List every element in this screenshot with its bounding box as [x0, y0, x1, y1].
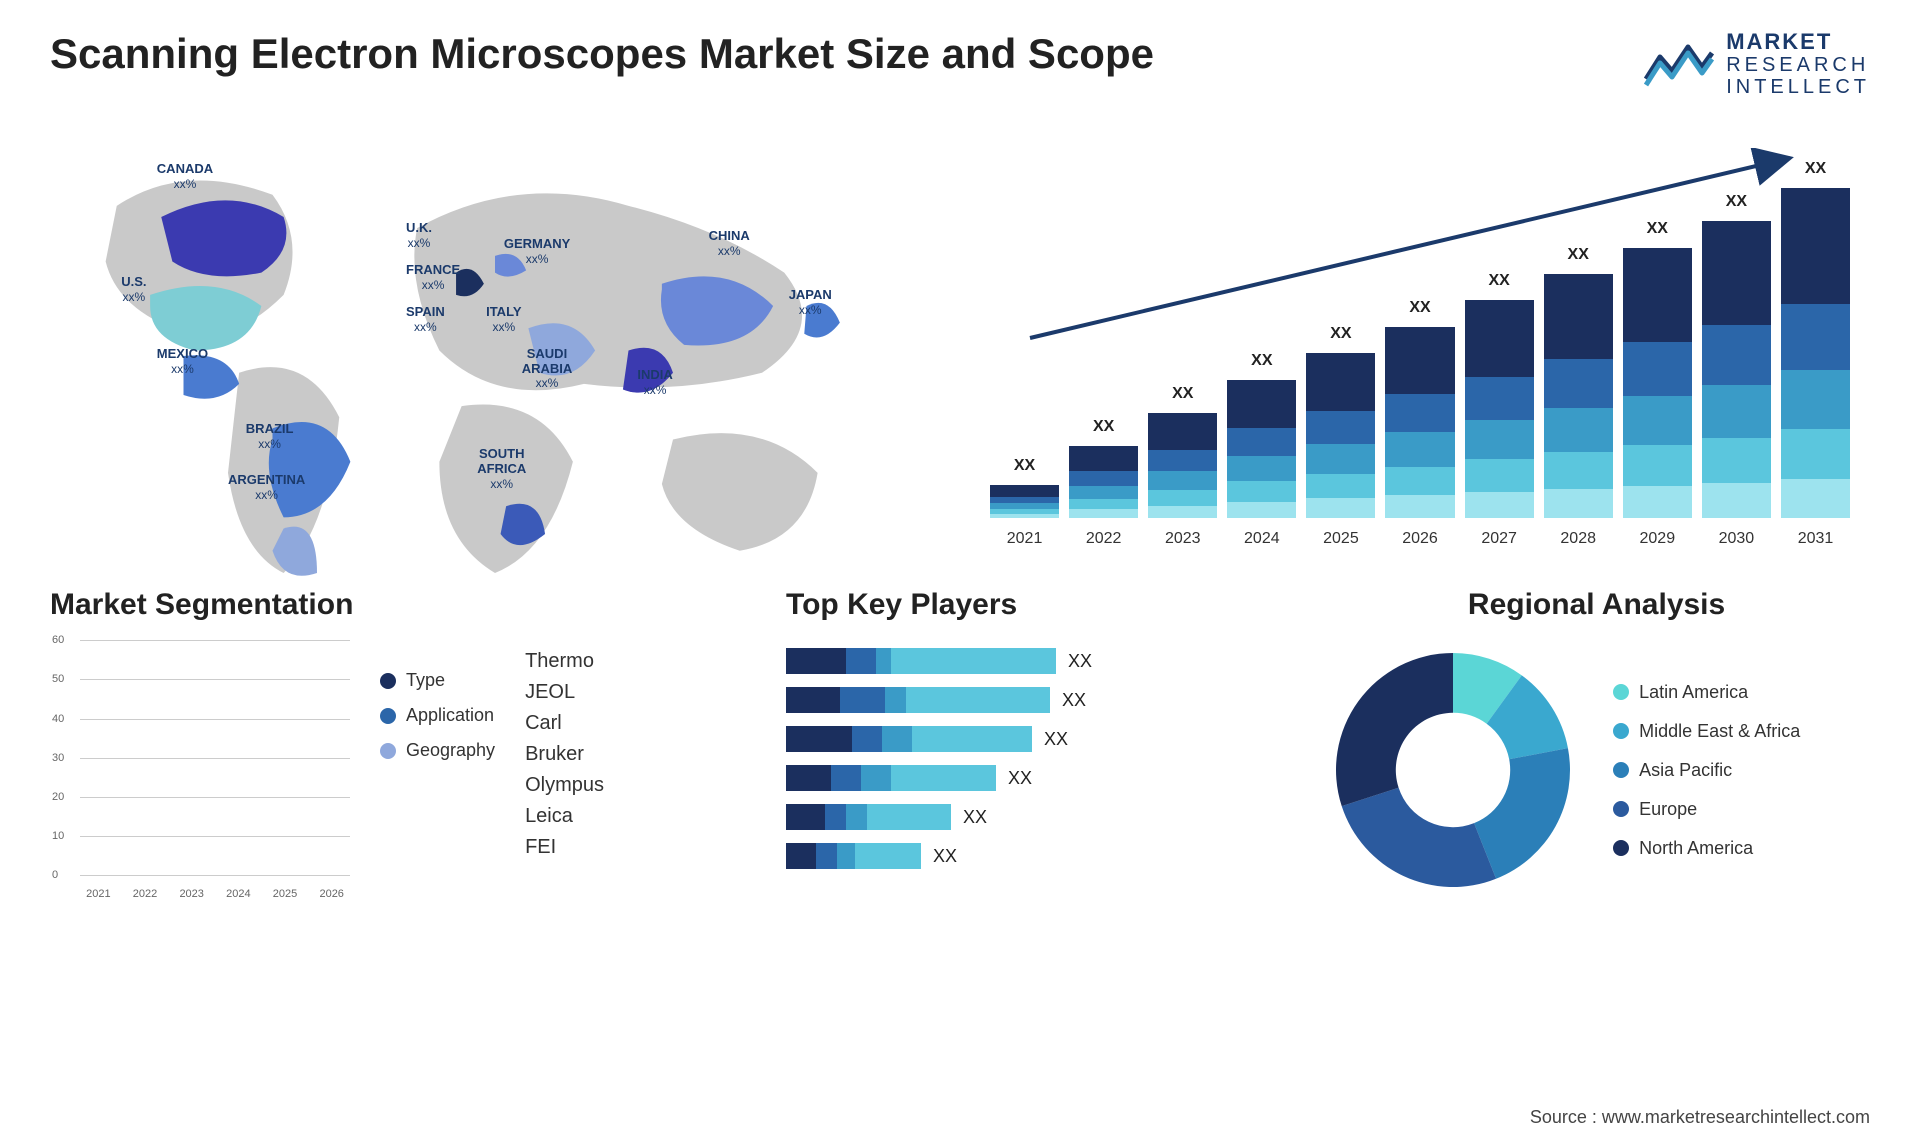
legend-item: Europe: [1613, 799, 1800, 820]
tkp-row: XX: [786, 804, 1283, 830]
map-label: BRAZILxx%: [246, 422, 294, 452]
logo-line2: RESEARCH: [1726, 54, 1870, 76]
map-label: FRANCExx%: [406, 263, 460, 293]
map-label: INDIAxx%: [637, 368, 672, 398]
growth-year-label: 2021: [990, 530, 1059, 548]
growth-bar: XX: [1702, 221, 1771, 518]
brand-logo: MARKET RESEARCH INTELLECT: [1644, 30, 1870, 98]
growth-year-label: 2030: [1702, 530, 1771, 548]
tkp-row: XX: [786, 687, 1283, 713]
seg-year-label: 2026: [313, 888, 350, 900]
map-label: U.K.xx%: [406, 221, 432, 251]
growth-bar: XX: [1544, 274, 1613, 518]
map-label: SPAINxx%: [406, 305, 445, 335]
regional-legend: Latin America Middle East & Africa Asia Pa…: [1613, 682, 1800, 859]
player-name: FEI: [525, 836, 604, 859]
growth-bar: XX: [1069, 446, 1138, 519]
players-list: Thermo JEOL Carl Bruker Olympus Leica FEI: [525, 640, 604, 900]
growth-bar: XX: [1148, 413, 1217, 519]
map-label: CANADAxx%: [157, 162, 213, 192]
growth-year-label: 2029: [1623, 530, 1692, 548]
player-name: Carl: [525, 712, 604, 735]
growth-year-label: 2031: [1781, 530, 1850, 548]
map-label: CHINAxx%: [709, 229, 750, 259]
growth-bar: XX: [1623, 248, 1692, 519]
donut-slice: [1342, 788, 1496, 887]
legend-item: Middle East & Africa: [1613, 721, 1800, 742]
growth-year-label: 2022: [1069, 530, 1138, 548]
map-label: SOUTHAFRICAxx%: [477, 447, 526, 492]
tkp-row: XX: [786, 843, 1283, 869]
map-label: JAPANxx%: [789, 288, 832, 318]
tkp-row: XX: [786, 726, 1283, 752]
segmentation-section: Market Segmentation 0102030405060 202120…: [50, 588, 746, 900]
regional-title: Regional Analysis: [1323, 588, 1870, 622]
growth-bar: XX: [1781, 188, 1850, 518]
segmentation-chart: 0102030405060 202120222023202420252026: [50, 640, 350, 900]
seg-year-label: 2025: [267, 888, 304, 900]
tkp-row: XX: [786, 648, 1283, 674]
donut-slice: [1474, 748, 1570, 879]
logo-line3: INTELLECT: [1726, 76, 1870, 98]
legend-item: Latin America: [1613, 682, 1800, 703]
growth-bar: XX: [1465, 300, 1534, 518]
logo-line1: MARKET: [1726, 30, 1870, 54]
growth-bar: XX: [990, 485, 1059, 518]
map-label: MEXICOxx%: [157, 347, 208, 377]
player-name: Thermo: [525, 650, 604, 673]
player-name: Bruker: [525, 743, 604, 766]
player-name: JEOL: [525, 681, 604, 704]
map-label: GERMANYxx%: [504, 237, 570, 267]
map-label: ARGENTINAxx%: [228, 473, 305, 503]
top-players-chart: XX XX XX XX XX XX: [786, 640, 1283, 869]
page-title: Scanning Electron Microscopes Market Siz…: [50, 30, 1154, 78]
growth-chart: XXXXXXXXXXXXXXXXXXXXXX 20212022202320242…: [980, 128, 1870, 548]
growth-year-label: 2027: [1465, 530, 1534, 548]
world-map: CANADAxx% U.S.xx% MEXICOxx% BRAZILxx% ARGENT…: [50, 128, 940, 548]
growth-year-label: 2028: [1544, 530, 1613, 548]
map-label: ITALYxx%: [486, 305, 521, 335]
legend-item: Application: [380, 705, 495, 726]
legend-item: Asia Pacific: [1613, 760, 1800, 781]
map-label: U.S.xx%: [121, 275, 146, 305]
regional-section: Regional Analysis Latin America Middle Ea…: [1323, 588, 1870, 900]
source-text: Source : www.marketresearchintellect.com: [1530, 1107, 1870, 1128]
seg-year-label: 2023: [173, 888, 210, 900]
seg-year-label: 2021: [80, 888, 117, 900]
growth-bar: XX: [1306, 353, 1375, 518]
tkp-row: XX: [786, 765, 1283, 791]
map-label: SAUDIARABIAxx%: [522, 347, 573, 392]
legend-item: Type: [380, 670, 495, 691]
growth-bar: XX: [1227, 380, 1296, 519]
growth-year-label: 2024: [1227, 530, 1296, 548]
segmentation-legend: Type Application Geography: [380, 640, 495, 900]
growth-year-label: 2023: [1148, 530, 1217, 548]
player-name: Olympus: [525, 774, 604, 797]
regional-donut: [1323, 640, 1583, 900]
growth-bar: XX: [1385, 327, 1454, 518]
seg-year-label: 2024: [220, 888, 257, 900]
seg-year-label: 2022: [127, 888, 164, 900]
player-name: Leica: [525, 805, 604, 828]
legend-item: North America: [1613, 838, 1800, 859]
top-players-section: Top Key Players XXXXXXXXXXXX: [786, 588, 1283, 900]
legend-item: Geography: [380, 740, 495, 761]
donut-slice: [1336, 653, 1453, 806]
growth-year-label: 2026: [1385, 530, 1454, 548]
growth-year-label: 2025: [1306, 530, 1375, 548]
